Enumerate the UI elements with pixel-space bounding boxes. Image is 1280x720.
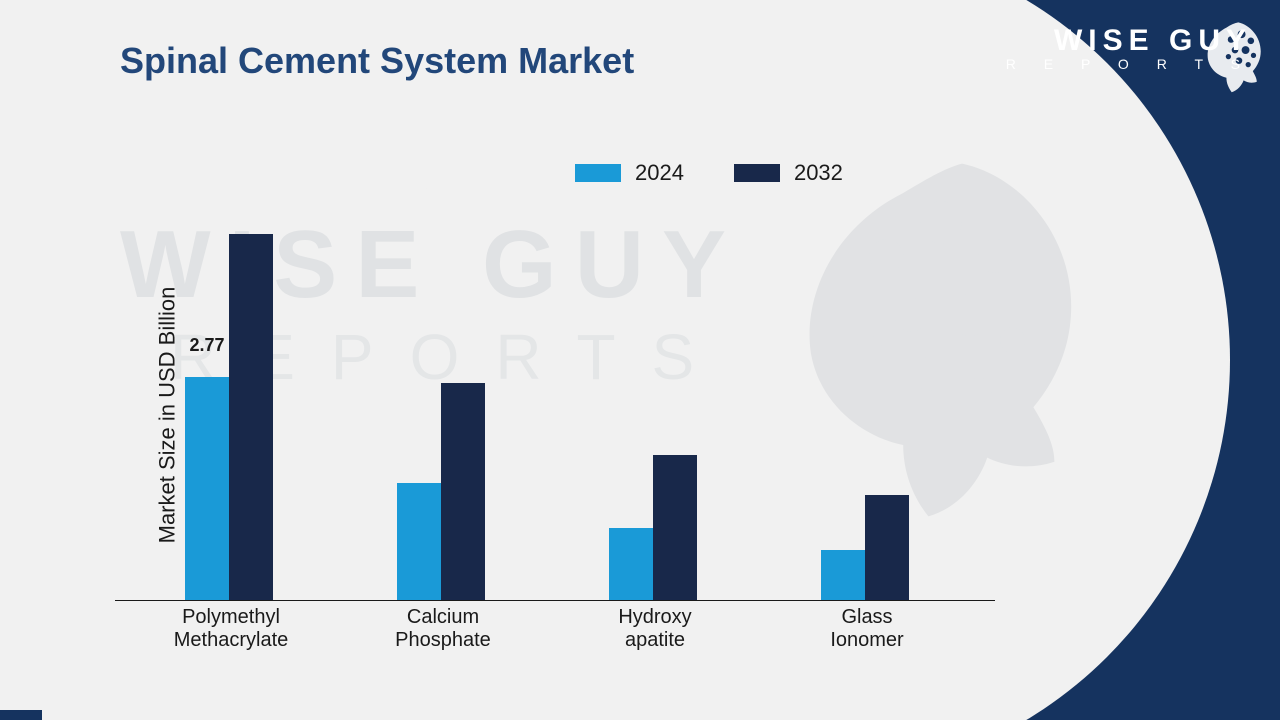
chart-title: Spinal Cement System Market	[120, 40, 634, 82]
legend-label-2032: 2032	[794, 160, 843, 186]
bar-2024	[397, 483, 441, 600]
bar-2032	[865, 495, 909, 600]
brand-line1: WISE GUY	[1002, 24, 1252, 58]
bar-2024	[185, 377, 229, 600]
bar-2032	[229, 234, 273, 600]
legend-item-2024: 2024	[575, 160, 684, 186]
bar-value-label: 2.77	[189, 335, 224, 356]
chart-area: Market Size in USD Billion 2024 2032 2.7…	[55, 155, 995, 675]
legend-swatch-2032	[734, 164, 780, 182]
plot-region: 2.77PolymethylMethacrylateCalciumPhospha…	[115, 199, 995, 601]
brand-line2: R E P O R T S	[1002, 56, 1252, 72]
category-label: Hydroxyapatite	[565, 600, 745, 652]
category-label: CalciumPhosphate	[353, 600, 533, 652]
category-label: GlassIonomer	[777, 600, 957, 652]
legend-swatch-2024	[575, 164, 621, 182]
bar-2032	[441, 383, 485, 600]
legend-item-2032: 2032	[734, 160, 843, 186]
legend-label-2024: 2024	[635, 160, 684, 186]
category-label: PolymethylMethacrylate	[141, 600, 321, 652]
legend: 2024 2032	[575, 160, 843, 186]
bar-2032	[653, 455, 697, 600]
chart-canvas: WISE GUY REPORTS Spinal Cement System Ma…	[0, 0, 1280, 720]
brand-logo: WISE GUY R E P O R T S	[1002, 24, 1252, 72]
bar-2024	[821, 550, 865, 600]
bar-2024	[609, 528, 653, 600]
footer-accent	[0, 710, 42, 720]
